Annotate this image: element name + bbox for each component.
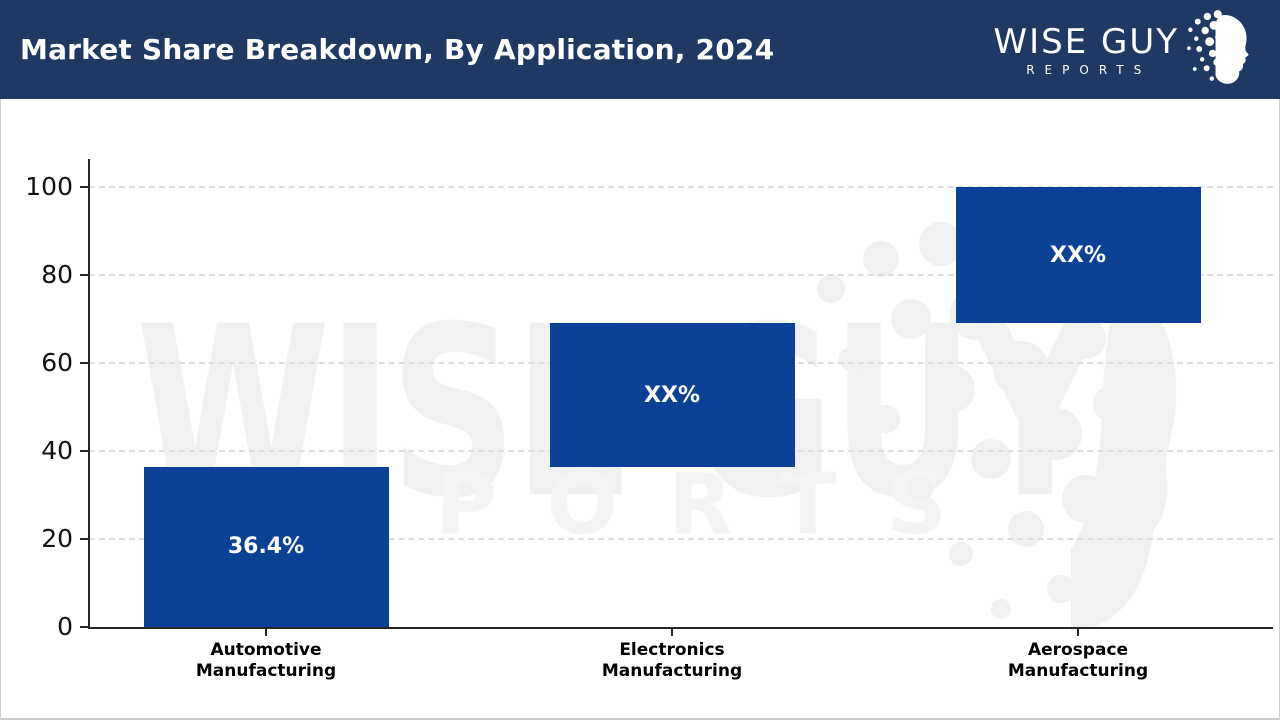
wiseguy-face-icon <box>1180 6 1254 96</box>
y-axis-tick-label: 80 <box>41 260 73 289</box>
bar-value-label: XX% <box>1050 242 1106 268</box>
x-axis-line <box>89 627 1273 629</box>
y-tick <box>80 450 88 452</box>
gridline <box>89 274 1273 276</box>
brand-subtitle: REPORTS <box>1026 63 1152 77</box>
gridline <box>89 186 1273 188</box>
y-axis-tick-label: 60 <box>41 348 73 377</box>
y-tick <box>80 538 88 540</box>
y-tick <box>80 362 88 364</box>
y-tick <box>80 626 88 628</box>
bar-value-label: 36.4% <box>227 534 305 560</box>
y-tick <box>80 186 88 188</box>
header-bar: Market Share Breakdown, By Application, … <box>0 0 1280 99</box>
chart-title: Market Share Breakdown, By Application, … <box>20 33 775 66</box>
x-tick <box>1077 629 1079 636</box>
y-tick <box>80 274 88 276</box>
y-axis-tick-label: 0 <box>57 612 73 641</box>
y-axis-tick-label: 40 <box>41 436 73 465</box>
wiseguy-logo-text: WISE GUY REPORTS <box>993 25 1179 76</box>
brand-name: WISE GUY <box>993 22 1179 62</box>
y-axis-tick-label: 20 <box>41 524 73 553</box>
y-axis-line <box>88 159 90 629</box>
category-label: Electronics Manufacturing <box>601 640 743 681</box>
x-tick <box>265 629 267 636</box>
bar: XX% <box>549 323 795 467</box>
x-tick <box>671 629 673 636</box>
wiseguy-logo: WISE GUY REPORTS <box>993 6 1254 96</box>
bar: 36.4% <box>143 466 389 627</box>
chart-area: WISE GUY REPORTS <box>0 99 1280 720</box>
gridline <box>89 538 1273 540</box>
bar-value-label: XX% <box>644 382 700 408</box>
bar: XX% <box>955 187 1201 324</box>
category-label: Automotive Manufacturing <box>195 640 337 681</box>
category-label: Aerospace Manufacturing <box>1007 640 1149 681</box>
plot: 0 20 40 60 80 100 36.4% Automotive Manufacturin… <box>1 99 1279 718</box>
y-axis-tick-label: 100 <box>25 172 73 201</box>
